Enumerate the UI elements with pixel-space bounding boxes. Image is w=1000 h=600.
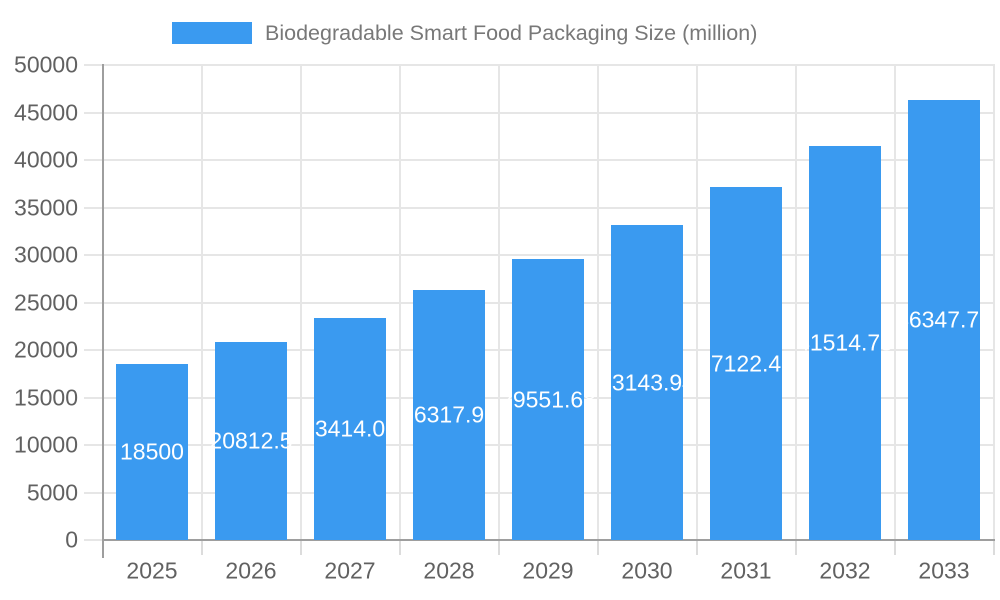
bar-2030[interactable] (611, 225, 683, 540)
h-gridline (84, 206, 994, 209)
x-axis-line (102, 539, 995, 541)
x-axis-tick-label: 2032 (819, 557, 871, 584)
x-axis-tick-label: 2030 (621, 557, 673, 584)
y-axis-tick-label: 45000 (14, 99, 78, 125)
x-axis-tick (300, 540, 302, 555)
v-gridline (300, 64, 302, 540)
h-gridline (84, 64, 994, 66)
v-gridline (696, 64, 698, 540)
x-axis-tick (795, 540, 797, 555)
y-axis-line (102, 64, 104, 558)
x-axis-tick (993, 540, 995, 555)
h-gridline (84, 254, 994, 256)
h-gridline (84, 111, 994, 114)
y-axis-tick-label: 35000 (14, 194, 78, 220)
x-axis-tick-label: 2025 (126, 557, 178, 584)
bar-2029[interactable] (512, 259, 584, 540)
x-axis-tick-label: 2026 (225, 557, 277, 584)
y-axis-tick-label: 30000 (14, 241, 78, 268)
bar-value-label: 20812.5 (209, 427, 293, 454)
bar-value-label: 29551.68 (500, 386, 596, 413)
v-gridline (993, 64, 995, 540)
h-gridline (84, 159, 994, 161)
bar-value-label: 46347.75 (896, 306, 992, 333)
bar-2033[interactable] (908, 99, 980, 540)
y-axis-tick-label: 10000 (14, 431, 78, 458)
bar-2028[interactable] (413, 290, 485, 540)
y-axis-tick-label: 20000 (14, 336, 78, 363)
bar-2026[interactable] (215, 342, 287, 540)
v-gridline (498, 64, 500, 540)
x-axis-tick (696, 540, 698, 555)
y-axis-tick-label: 0 (65, 526, 78, 553)
legend-swatch (172, 22, 252, 44)
x-axis-tick (399, 540, 401, 555)
bar-value-label: 41514.75 (797, 329, 893, 356)
v-gridline (597, 64, 599, 540)
bar-2031[interactable] (710, 187, 782, 540)
v-gridline (201, 64, 203, 540)
x-axis-tick (201, 540, 203, 555)
bar-2027[interactable] (314, 317, 386, 540)
y-axis-tick-label: 15000 (14, 384, 78, 410)
legend-item[interactable]: Biodegradable Smart Food Packaging Size … (172, 22, 757, 44)
y-axis-tick-label: 25000 (14, 289, 78, 315)
x-axis-tick-label: 2028 (423, 557, 475, 584)
x-axis-tick-label: 2027 (324, 557, 376, 584)
v-gridline (894, 64, 896, 540)
y-axis-tick-label: 50000 (14, 51, 78, 78)
bar-value-label: 33143.94 (599, 369, 695, 396)
bar-2025[interactable] (116, 364, 188, 540)
bar-value-label: 18500 (120, 438, 184, 465)
bar-2032[interactable] (809, 145, 881, 540)
x-axis-tick (597, 540, 599, 555)
bar-value-label: 26317.97 (401, 401, 497, 428)
x-axis-tick-label: 2031 (720, 557, 772, 584)
y-axis-tick-label: 5000 (26, 479, 78, 505)
bar-value-label: 23414.06 (302, 415, 398, 442)
x-axis-tick-label: 2033 (918, 557, 970, 584)
x-axis-tick (498, 540, 500, 555)
x-axis-tick-label: 2029 (522, 557, 574, 584)
legend-label: Biodegradable Smart Food Packaging Size … (265, 21, 758, 45)
x-axis-tick (894, 540, 896, 555)
y-axis-tick-label: 40000 (14, 146, 78, 173)
bar-value-label: 37122.41 (698, 350, 794, 377)
v-gridline (795, 64, 797, 540)
v-gridline (399, 64, 401, 540)
